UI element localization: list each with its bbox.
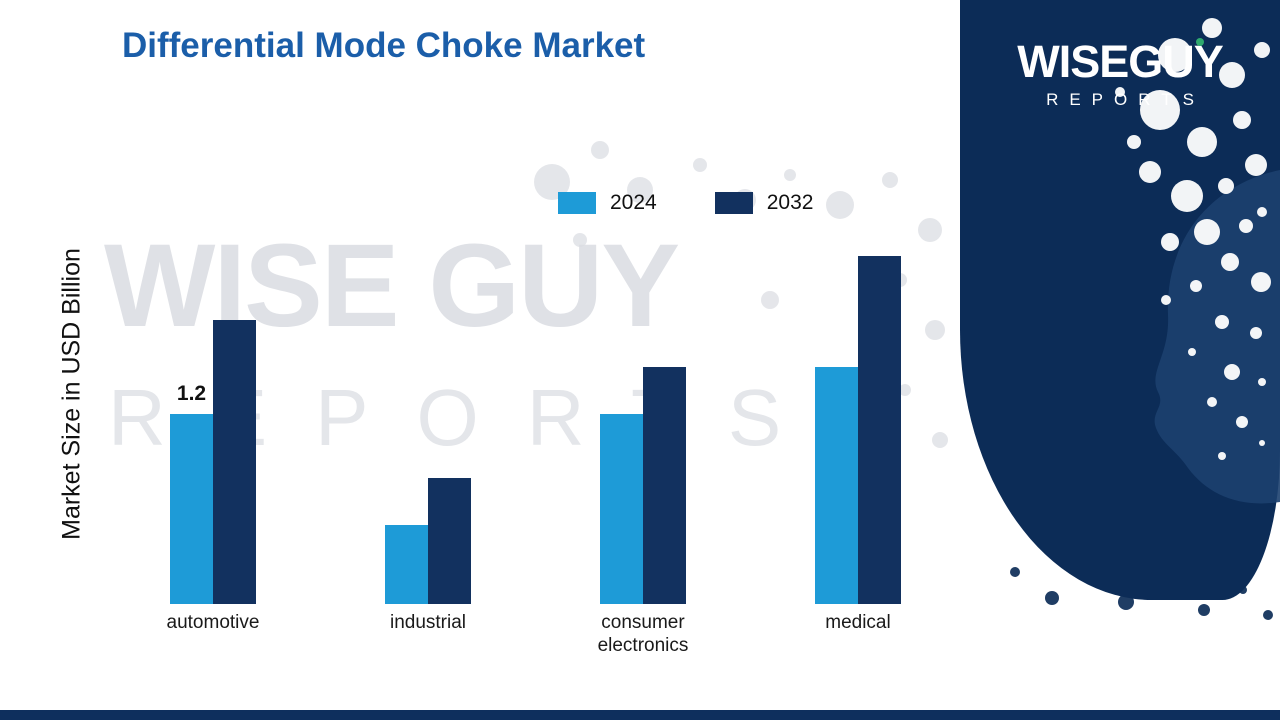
legend-item-2032: 2032	[714, 191, 814, 215]
face-profile-dots-icon	[1115, 18, 1280, 504]
legend-swatch-2032	[714, 192, 753, 214]
legend: 2024 2032	[558, 191, 813, 215]
legend-label-2032: 2032	[766, 191, 814, 214]
bar-group-consumer-electronics	[600, 367, 686, 604]
legend-item-2024: 2024	[558, 191, 657, 215]
logo-wiseguy-text: WISEGUY	[1017, 36, 1224, 87]
category-label-industrial: industrial	[389, 612, 467, 633]
bar-group-medical	[815, 256, 901, 604]
logo-panel: WISEGUY REPORTS	[960, 0, 1280, 600]
bottom-accent-bar	[0, 710, 1280, 720]
bar-group-industrial	[385, 478, 471, 604]
bar-automotive-2032	[213, 320, 256, 604]
bar-consumer-electronics-2032	[643, 367, 686, 604]
bar-industrial-2024	[385, 525, 428, 604]
bar-industrial-2032	[428, 478, 471, 604]
bar-consumer-electronics-2024	[600, 414, 643, 604]
category-label-automotive: automotive	[166, 612, 260, 633]
category-label-consumer-electronics: consumer electronics	[597, 612, 689, 656]
chart-title: Differential Mode Choke Market	[122, 26, 646, 65]
bar-automotive-2024: 1.2	[170, 382, 213, 604]
bar-medical-2032	[858, 256, 901, 604]
legend-swatch-2024	[558, 192, 596, 214]
bar-value-label: 1.2	[176, 382, 207, 405]
bar-group-automotive: 1.2	[170, 320, 256, 604]
bar-medical-2024	[815, 367, 858, 604]
logo-green-dot-icon	[1196, 38, 1204, 46]
logo-reports-text: REPORTS	[1046, 90, 1205, 109]
category-label-medical: medical	[825, 612, 891, 633]
legend-label-2024: 2024	[610, 191, 657, 214]
